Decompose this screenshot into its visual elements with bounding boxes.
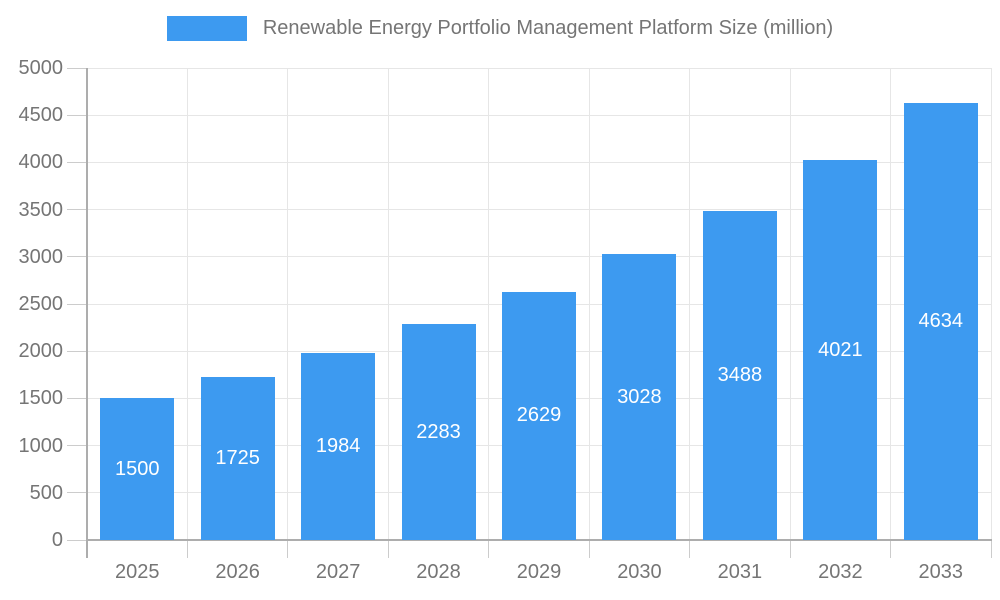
x-axis-tick — [990, 540, 992, 558]
bar-value-label: 2283 — [416, 420, 461, 443]
y-axis-tick — [67, 161, 87, 163]
y-axis-label: 4000 — [18, 151, 64, 174]
x-axis-label: 2028 — [416, 561, 461, 583]
x-axis-tick — [890, 540, 892, 558]
y-axis-tick — [67, 303, 87, 305]
v-gridline — [588, 68, 590, 540]
y-axis-label: 0 — [51, 529, 63, 551]
x-axis-tick — [488, 540, 490, 558]
x-axis-tick — [588, 540, 590, 558]
bar-2032[interactable]: 4021 — [803, 160, 878, 540]
y-axis-label: 5000 — [18, 57, 64, 79]
y-axis-tick — [67, 209, 87, 211]
x-axis-label: 2029 — [516, 561, 562, 583]
bar-2028[interactable]: 2283 — [401, 324, 476, 540]
y-axis-line — [86, 68, 88, 558]
x-axis-tick — [789, 540, 791, 558]
chart-legend: Renewable Energy Portfolio Management Pl… — [0, 16, 1000, 41]
x-axis-label: 2025 — [114, 561, 160, 583]
y-axis-label: 2000 — [18, 340, 64, 363]
bar-value-label: 4021 — [818, 338, 863, 361]
h-gridline — [87, 67, 991, 69]
x-axis-label: 2026 — [215, 561, 260, 583]
x-axis-tick — [689, 540, 691, 558]
v-gridline — [387, 68, 389, 540]
bar-2030[interactable]: 3028 — [602, 254, 677, 540]
h-gridline — [87, 161, 991, 163]
x-axis-tick — [287, 540, 289, 558]
x-axis-tick — [186, 540, 188, 558]
y-axis-label: 4500 — [18, 104, 64, 127]
y-axis-tick — [67, 492, 87, 494]
bar-value-label: 1500 — [114, 457, 160, 480]
x-axis-label: 2033 — [918, 561, 964, 583]
bar-value-label: 3028 — [617, 385, 662, 408]
x-axis-label: 2031 — [717, 561, 763, 583]
x-axis-label: 2030 — [617, 561, 662, 583]
y-axis-tick — [67, 67, 87, 69]
y-axis-label: 1500 — [18, 387, 64, 410]
bar-2027[interactable]: 1984 — [301, 352, 376, 540]
bar-2029[interactable]: 2629 — [502, 291, 576, 540]
y-axis-tick — [67, 350, 87, 352]
y-axis-label: 500 — [29, 481, 63, 504]
bar-value-label: 4634 — [918, 309, 964, 332]
y-axis-label: 3000 — [18, 245, 64, 268]
v-gridline — [789, 68, 791, 540]
bar-2031[interactable]: 3488 — [702, 210, 777, 540]
bar-2025[interactable]: 1500 — [100, 398, 175, 540]
y-axis-tick — [67, 539, 87, 541]
y-axis-label: 1000 — [18, 434, 64, 457]
x-axis-label: 2032 — [818, 561, 863, 583]
bar-value-label: 1984 — [315, 434, 361, 457]
bar-value-label: 2629 — [516, 404, 562, 427]
h-gridline — [87, 209, 991, 211]
legend-label: Renewable Energy Portfolio Management Pl… — [262, 17, 834, 39]
y-axis-tick — [67, 114, 87, 116]
v-gridline — [488, 68, 490, 540]
h-gridline — [87, 256, 991, 258]
h-gridline — [87, 114, 991, 116]
v-gridline — [287, 68, 289, 540]
x-axis-tick — [387, 540, 389, 558]
y-axis-label: 2500 — [18, 293, 64, 315]
x-axis-line — [86, 539, 992, 541]
legend-swatch[interactable] — [166, 16, 247, 41]
v-gridline — [890, 68, 892, 540]
x-axis-label: 2027 — [315, 561, 361, 583]
y-axis-tick — [67, 256, 87, 258]
y-axis-tick — [67, 397, 87, 399]
y-axis-tick — [67, 445, 87, 447]
y-axis-label: 3500 — [18, 198, 64, 221]
bar-2033[interactable]: 4634 — [903, 102, 978, 540]
v-gridline — [689, 68, 691, 540]
bar-value-label: 1725 — [215, 447, 260, 470]
v-gridline — [990, 68, 992, 540]
bar-2026[interactable]: 1725 — [200, 377, 275, 540]
bar-value-label: 3488 — [717, 363, 763, 386]
v-gridline — [186, 68, 188, 540]
